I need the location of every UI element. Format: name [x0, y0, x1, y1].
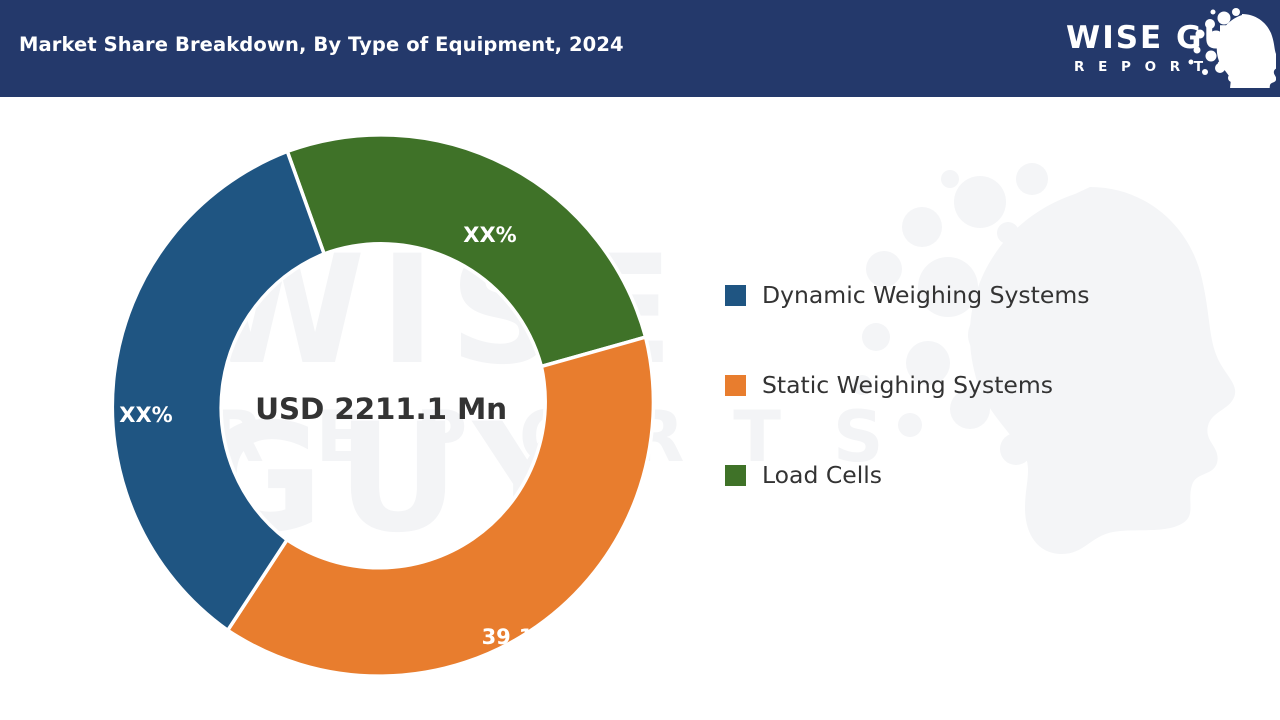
- pie-slice-dynamic-weighing-systems[interactable]: [110, 149, 327, 633]
- chart-legend: Dynamic Weighing Systems Static Weighing…: [725, 250, 1195, 520]
- legend-swatch-icon: [725, 464, 746, 486]
- page-title: Market Share Breakdown, By Type of Equip…: [19, 33, 624, 56]
- page-header: Market Share Breakdown, By Type of Equip…: [0, 0, 1280, 97]
- legend-item-load-cells[interactable]: Load Cells: [725, 430, 1195, 520]
- donut-chart: XX% 39.1% XX% USD 2211.1 Mn: [106, 134, 656, 684]
- pie-label-dynamic-weighing-systems: XX%: [119, 403, 172, 427]
- pie-label-static-weighing-systems: 39.1%: [482, 625, 555, 649]
- logo-head-icon: [1188, 8, 1276, 88]
- logo-wordmark-line2: R E P O R T S: [1074, 59, 1231, 75]
- legend-item-static-weighing-systems[interactable]: Static Weighing Systems: [725, 340, 1195, 430]
- pie-slice-load-cells[interactable]: [285, 134, 648, 369]
- donut-center-label: USD 2211.1 Mn: [255, 392, 507, 426]
- legend-label: Dynamic Weighing Systems: [762, 281, 1090, 309]
- legend-label: Load Cells: [762, 461, 883, 489]
- legend-item-dynamic-weighing-systems[interactable]: Dynamic Weighing Systems: [725, 250, 1195, 340]
- legend-swatch-icon: [725, 374, 746, 396]
- pie-label-load-cells: XX%: [463, 223, 516, 247]
- legend-swatch-icon: [725, 284, 746, 306]
- legend-label: Static Weighing Systems: [762, 371, 1054, 399]
- donut-chart-svg: XX% 39.1% XX%: [110, 134, 656, 678]
- wise-guy-reports-logo: WISE GUY R E P O R T S: [1066, 8, 1276, 88]
- pie-slice-static-weighing-systems[interactable]: [225, 334, 656, 678]
